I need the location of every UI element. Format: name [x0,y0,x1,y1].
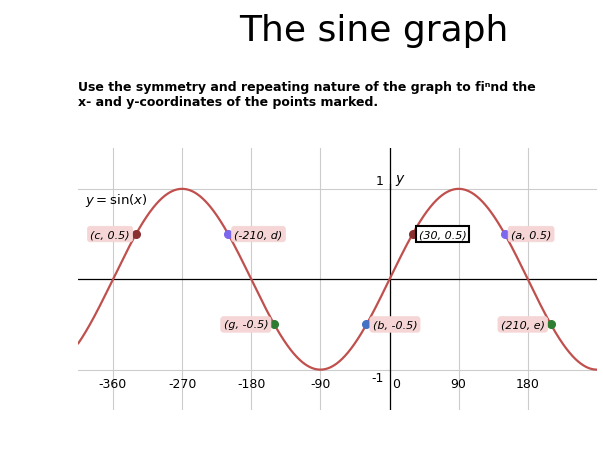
Text: The sine graph: The sine graph [239,14,508,47]
Text: -270: -270 [168,377,197,390]
Text: (210, e): (210, e) [500,320,545,330]
Text: (b, -0.5): (b, -0.5) [373,320,417,330]
Text: 0: 0 [393,377,400,390]
Text: y: y [396,172,404,185]
Text: (-210, d): (-210, d) [235,230,283,239]
Text: Use the symmetry and repeating nature of the graph to fiⁿnd the
x‐ and y‐coordin: Use the symmetry and repeating nature of… [78,81,536,109]
Text: (a, 0.5): (a, 0.5) [511,230,551,239]
Text: $y = \sin(x)$: $y = \sin(x)$ [84,192,147,209]
Text: 1: 1 [376,175,384,188]
Text: -1: -1 [371,372,384,385]
Text: -180: -180 [237,377,265,390]
Text: (g, -0.5): (g, -0.5) [224,320,268,330]
Text: 90: 90 [451,377,467,390]
Text: -90: -90 [310,377,330,390]
Text: (30, 0.5): (30, 0.5) [418,230,467,239]
Text: 180: 180 [516,377,540,390]
Text: (c, 0.5): (c, 0.5) [90,230,130,239]
Text: -360: -360 [99,377,127,390]
